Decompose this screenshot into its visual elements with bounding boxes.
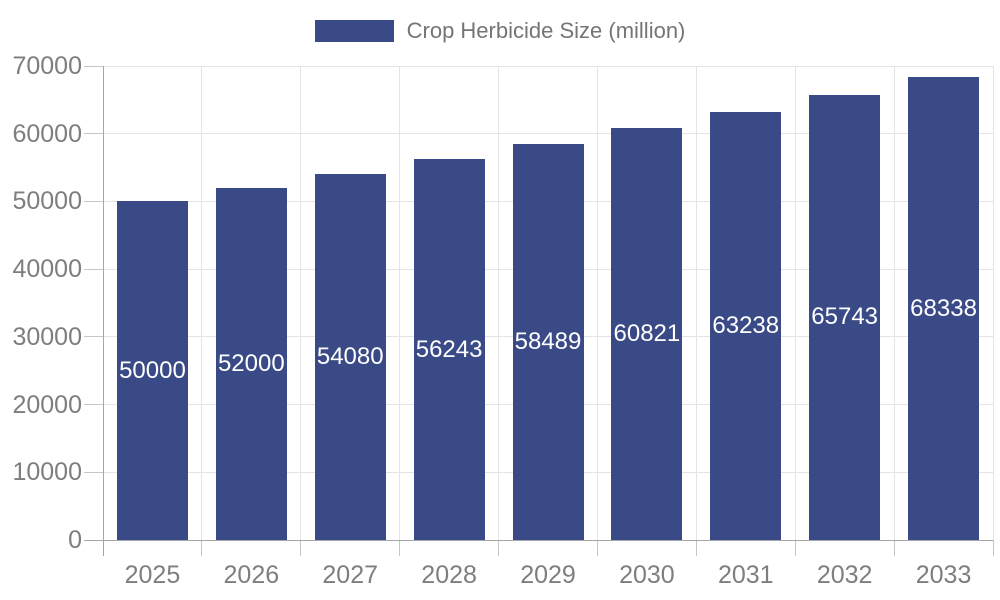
bar-2026[interactable] <box>215 187 287 540</box>
bar-value-label: 56243 <box>415 335 483 363</box>
y-tick-mark <box>84 268 103 270</box>
bar-2031[interactable] <box>710 111 782 540</box>
y-axis-tick-label: 30000 <box>12 322 82 351</box>
y-axis-tick-label: 70000 <box>12 52 82 80</box>
y-axis-tick-label: 20000 <box>12 390 82 419</box>
y-axis-tick-label: 40000 <box>12 255 82 284</box>
gridline-vertical <box>596 66 598 540</box>
chart-legend[interactable]: Crop Herbicide Size (million) <box>0 16 1000 46</box>
y-tick-mark <box>84 200 103 202</box>
bar-value-label: 63238 <box>712 311 780 339</box>
bar-2028[interactable] <box>413 159 485 540</box>
y-axis-tick-label: 0 <box>68 526 82 554</box>
gridline-vertical <box>399 66 401 540</box>
x-axis-tick-label: 2027 <box>322 561 379 589</box>
bar-value-label: 65743 <box>811 303 879 331</box>
y-axis-tick-label: 60000 <box>12 119 82 148</box>
x-axis-tick-label: 2028 <box>421 561 477 589</box>
bar-value-label: 54080 <box>316 342 384 370</box>
bar-2027[interactable] <box>314 173 386 540</box>
x-tick-mark <box>201 540 203 556</box>
y-tick-mark <box>84 336 103 338</box>
x-axis-tick-label: 2032 <box>816 561 873 589</box>
y-tick-mark <box>84 133 103 135</box>
legend-label: Crop Herbicide Size (million) <box>406 18 686 43</box>
x-tick-mark <box>300 540 302 556</box>
bar-2025[interactable] <box>116 201 188 540</box>
bar-value-label: 58489 <box>514 327 582 355</box>
x-tick-mark <box>596 540 598 556</box>
bar-value-label: 68338 <box>910 294 977 322</box>
x-axis-tick-label: 2031 <box>717 561 774 589</box>
y-tick-mark <box>84 65 103 67</box>
gridline-vertical <box>498 66 500 540</box>
x-axis-tick-label: 2025 <box>124 561 181 589</box>
bar-value-label: 60821 <box>613 320 681 348</box>
bar-value-label: 50000 <box>119 356 186 384</box>
bar-value-label: 52000 <box>217 349 285 377</box>
x-axis-tick-label: 2030 <box>619 561 675 589</box>
gridline-vertical <box>794 66 796 540</box>
gridline-vertical <box>695 66 697 540</box>
y-axis-tick-label: 50000 <box>12 187 82 216</box>
bar-2030[interactable] <box>611 128 683 540</box>
legend-swatch <box>314 20 394 42</box>
gridline-horizontal <box>103 133 993 135</box>
x-tick-mark <box>498 540 500 556</box>
y-tick-mark <box>84 404 103 406</box>
bar-2033[interactable] <box>908 77 980 540</box>
x-axis-tick-label: 2033 <box>915 561 972 589</box>
gridline-horizontal <box>103 65 993 67</box>
x-tick-mark <box>695 540 697 556</box>
gridline-vertical <box>201 66 203 540</box>
bar-2029[interactable] <box>512 143 584 540</box>
gridline-vertical <box>300 66 302 540</box>
x-tick-mark <box>399 540 401 556</box>
y-axis-tick-label: 10000 <box>12 458 82 487</box>
gridline-vertical <box>992 66 994 540</box>
x-tick-mark <box>893 540 895 556</box>
gridline-vertical <box>893 66 895 540</box>
bar-2032[interactable] <box>809 94 881 540</box>
x-axis-tick-label: 2026 <box>223 561 280 589</box>
x-axis-tick-label: 2029 <box>520 561 576 589</box>
x-tick-mark <box>992 540 994 556</box>
x-tick-mark <box>794 540 796 556</box>
y-axis-line <box>102 66 104 556</box>
y-tick-mark <box>84 471 103 473</box>
x-axis-line <box>84 539 993 541</box>
